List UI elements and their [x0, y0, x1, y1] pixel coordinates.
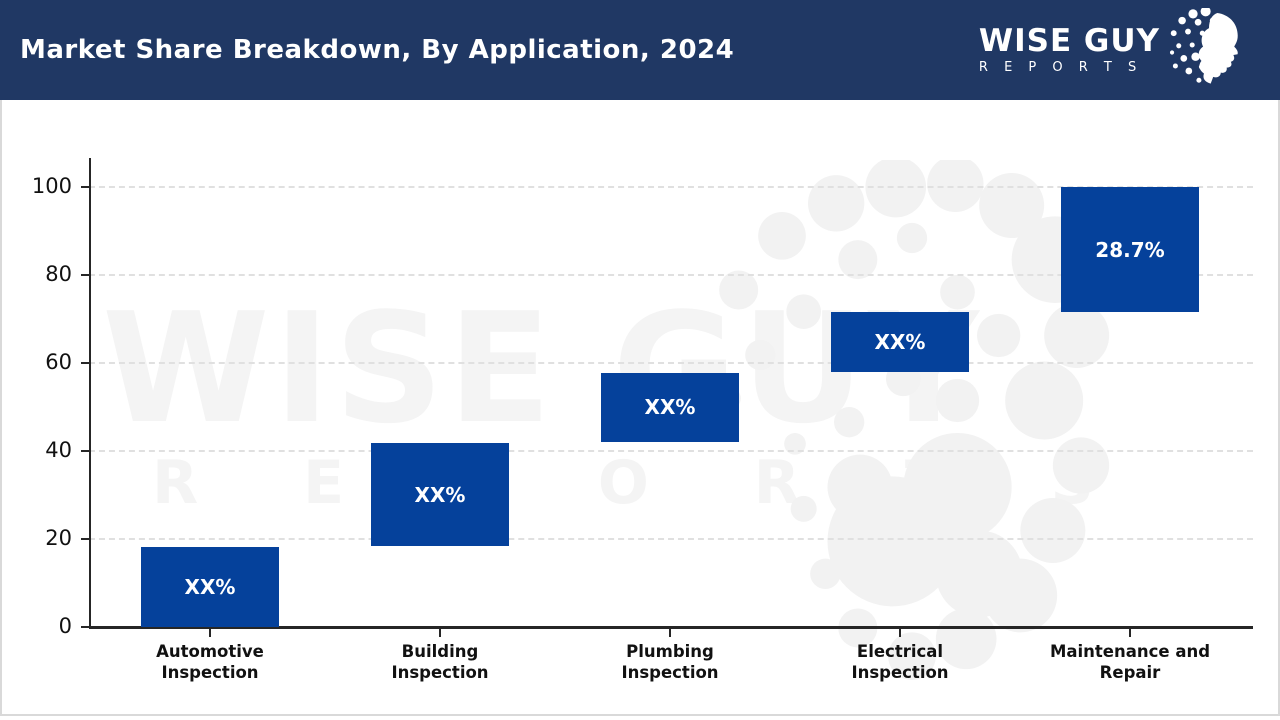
x-axis-tick: [1129, 629, 1131, 637]
x-axis-line: [89, 626, 1253, 629]
bar-segment: XX%: [141, 546, 279, 627]
bar-value-label: XX%: [414, 482, 466, 507]
y-axis-tick-label: 80: [45, 262, 72, 286]
gridline: [89, 186, 1253, 188]
gridline: [89, 450, 1253, 452]
bar-value-label: XX%: [184, 574, 236, 599]
brand-logo: WISE GUY R E P O R T S: [979, 8, 1252, 92]
y-axis-tick-label: 100: [31, 174, 72, 198]
y-axis-line: [89, 158, 91, 629]
x-axis-tick: [209, 629, 211, 637]
logo-subtext: R E P O R T S: [978, 60, 1143, 75]
x-axis-tick: [669, 629, 671, 637]
chart-title: Market Share Breakdown, By Application, …: [20, 35, 735, 65]
chart-canvas: WISE GUY R E P O R T S 0 20 40 60 80: [0, 100, 1280, 716]
y-axis-tick: [81, 186, 89, 188]
y-axis-tick-label: 20: [45, 526, 72, 550]
x-axis-category-label: Electrical Inspection: [851, 642, 949, 682]
bar-segment: 28.7%: [1061, 187, 1199, 313]
x-axis-category-label: Automotive Inspection: [156, 642, 264, 682]
x-axis-category-label: Maintenance and Repair: [1049, 642, 1211, 682]
x-axis-category-label: Building Inspection: [391, 642, 489, 682]
bar-segment: XX%: [371, 443, 509, 547]
x-axis-tick: [439, 629, 441, 637]
bar-segment: XX%: [831, 311, 969, 372]
y-axis-tick: [81, 626, 89, 628]
y-axis-tick: [81, 362, 89, 364]
y-axis-tick: [81, 450, 89, 452]
logo-face-icon: [1169, 8, 1238, 84]
y-axis-tick-label: 0: [58, 614, 72, 638]
y-axis-tick: [81, 274, 89, 276]
gridline: [89, 362, 1253, 364]
y-axis-tick: [81, 538, 89, 540]
header: Market Share Breakdown, By Application, …: [0, 0, 1280, 100]
gridline: [89, 274, 1253, 276]
brand-logo-text: WISE GUY R E P O R T S: [978, 23, 1160, 75]
y-axis-tick-label: 40: [45, 438, 72, 462]
logo-wordmark: WISE GUY: [978, 23, 1160, 59]
x-axis-tick: [899, 629, 901, 637]
x-axis-category-label: Plumbing Inspection: [621, 642, 719, 682]
bar-segment: XX%: [601, 372, 739, 442]
bar-value-label: XX%: [644, 395, 696, 420]
bar-value-label: 28.7%: [1095, 237, 1165, 262]
y-axis-tick-label: 60: [45, 350, 72, 374]
plot-area: 0 20 40 60 80 100 XX% Automotive Inspection XX% Bu…: [2, 100, 1278, 714]
gridline: [89, 538, 1253, 540]
bar-value-label: XX%: [874, 329, 926, 354]
